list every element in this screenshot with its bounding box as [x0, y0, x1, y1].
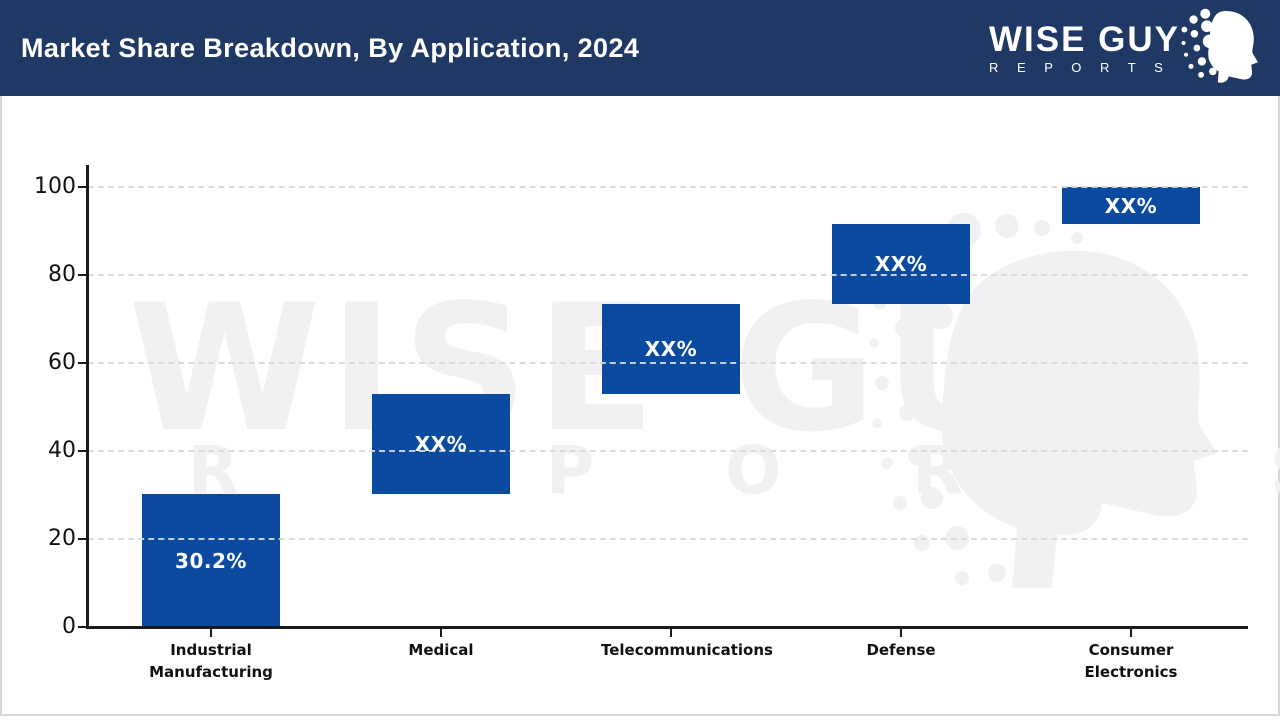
logo-head-icon: [1181, 8, 1258, 83]
x-category-label: Consumer Electronics: [1084, 641, 1178, 681]
x-axis-tick: [670, 628, 672, 637]
y-axis-tick: [78, 450, 86, 452]
y-tick-label: 20: [48, 526, 76, 551]
x-axis-tick: [900, 628, 902, 637]
x-category-label: Medical: [408, 641, 474, 659]
y-axis-tick: [78, 362, 86, 364]
y-axis-tick: [78, 626, 86, 628]
x-category-label: Telecommunications: [601, 641, 773, 659]
bar-industrial-manufacturing: [142, 494, 280, 627]
bar-value-label: 30.2%: [175, 548, 247, 573]
x-category-label: Industrial Manufacturing: [149, 641, 273, 681]
gridline: [88, 274, 1248, 276]
gridline: [88, 450, 1248, 452]
y-axis-tick: [78, 274, 86, 276]
y-axis-tick: [78, 538, 86, 540]
bar-value-label: XX%: [414, 431, 468, 456]
brand-logo: WISE GUY R E P O R T S: [989, 5, 1280, 91]
y-tick-label: 0: [62, 614, 76, 639]
header: Market Share Breakdown, By Application, …: [0, 0, 1280, 96]
gridline: [88, 362, 1248, 364]
x-axis-tick: [1130, 628, 1132, 637]
bar-medical: [372, 393, 510, 495]
gridline: [88, 186, 1248, 188]
y-tick-label: 80: [48, 262, 76, 287]
page-title: Market Share Breakdown, By Application, …: [21, 32, 640, 63]
x-axis-tick: [210, 628, 212, 637]
brand-wordmark: WISE GUY R E P O R T S: [989, 22, 1180, 75]
brand-reports-text: R E P O R T S: [988, 59, 1171, 75]
brand-wordmark-text: WISE GUY: [988, 19, 1180, 59]
bar-defense: [832, 224, 970, 304]
y-axis: [86, 165, 89, 628]
x-axis: [86, 626, 1248, 629]
bar-value-label: XX%: [644, 336, 698, 361]
bar-value-label: XX%: [1104, 193, 1158, 218]
x-axis-tick: [440, 628, 442, 637]
y-axis-tick: [78, 186, 86, 188]
y-tick-label: 60: [48, 350, 76, 375]
y-tick-label: 40: [48, 438, 76, 463]
bar-value-label: XX%: [874, 251, 928, 276]
bar-consumer-electronics: [1062, 187, 1200, 225]
x-category-label: Defense: [866, 641, 936, 659]
y-tick-label: 100: [34, 174, 76, 199]
bar-telecommunications: [602, 303, 740, 394]
gridline: [88, 538, 1248, 540]
